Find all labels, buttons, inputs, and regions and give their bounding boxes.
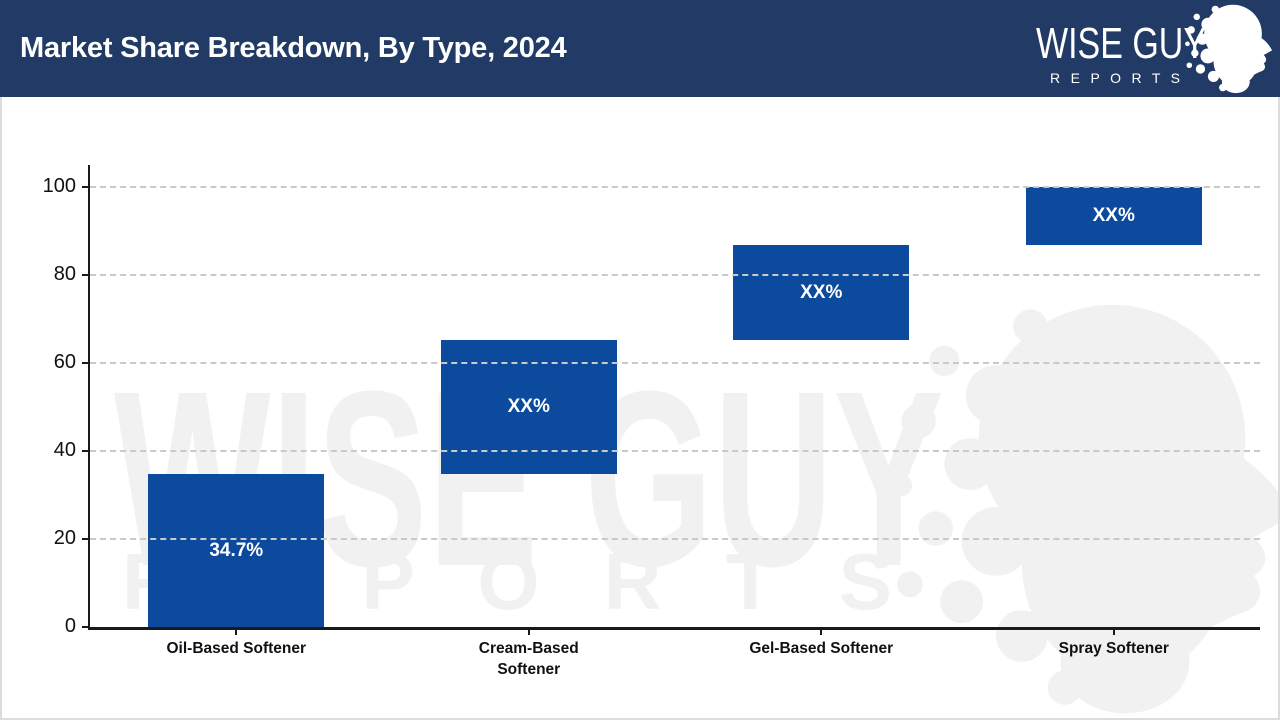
x-tick-mark [527, 627, 530, 635]
gridline [90, 450, 1260, 452]
y-tick-label: 20 [53, 527, 76, 549]
y-tick-label: 60 [53, 351, 76, 373]
y-tick-mark [82, 626, 90, 628]
y-tick-mark [82, 538, 90, 540]
category-tick-label: Gel-Based Softener [749, 640, 894, 657]
bar-segment [1025, 187, 1202, 246]
y-tick-mark [82, 362, 90, 364]
category-tick-label: Cream-Based Softener [478, 640, 579, 678]
y-tick-mark [82, 450, 90, 452]
bar-value-label: XX% [1092, 205, 1135, 227]
bar-segment [733, 245, 910, 341]
bar-value-label: XX% [507, 396, 550, 418]
page-title: Market Share Breakdown, By Type, 2024 [20, 32, 567, 64]
logo-subtitle: R E P O R T S [1050, 70, 1180, 86]
chart-area: WISE GUY R E P O R T S 02040608010034.7%… [0, 97, 1280, 720]
x-tick-mark [1112, 627, 1115, 635]
y-axis-line [88, 165, 90, 629]
gridline [90, 186, 1260, 188]
logo-head-icon [1185, 4, 1273, 94]
bar-segment [148, 474, 325, 627]
category-tick-label: Oil-Based Softener [166, 640, 307, 657]
y-tick-mark [82, 274, 90, 276]
gridline [90, 274, 1260, 276]
x-tick-mark [235, 627, 238, 635]
header-bar: Market Share Breakdown, By Type, 2024 WI… [0, 0, 1280, 97]
category-tick-label: Spray Softener [1058, 640, 1169, 657]
y-tick-mark [82, 186, 90, 188]
wiseguy-logo: WISE GUY R E P O R T S [1036, 4, 1273, 94]
y-tick-label: 100 [42, 175, 76, 197]
bar-value-label: XX% [800, 281, 843, 303]
bar-value-label: 34.7% [209, 539, 264, 561]
gridline [90, 362, 1260, 364]
logo-wordmark: WISE GUY [1036, 19, 1206, 68]
y-tick-label: 80 [53, 263, 76, 285]
x-tick-mark [820, 627, 823, 635]
y-tick-label: 40 [53, 439, 76, 461]
gridline [90, 538, 1260, 540]
watermark-head-icon [890, 304, 1278, 714]
y-tick-label: 0 [64, 615, 76, 637]
x-axis-line [88, 627, 1260, 630]
